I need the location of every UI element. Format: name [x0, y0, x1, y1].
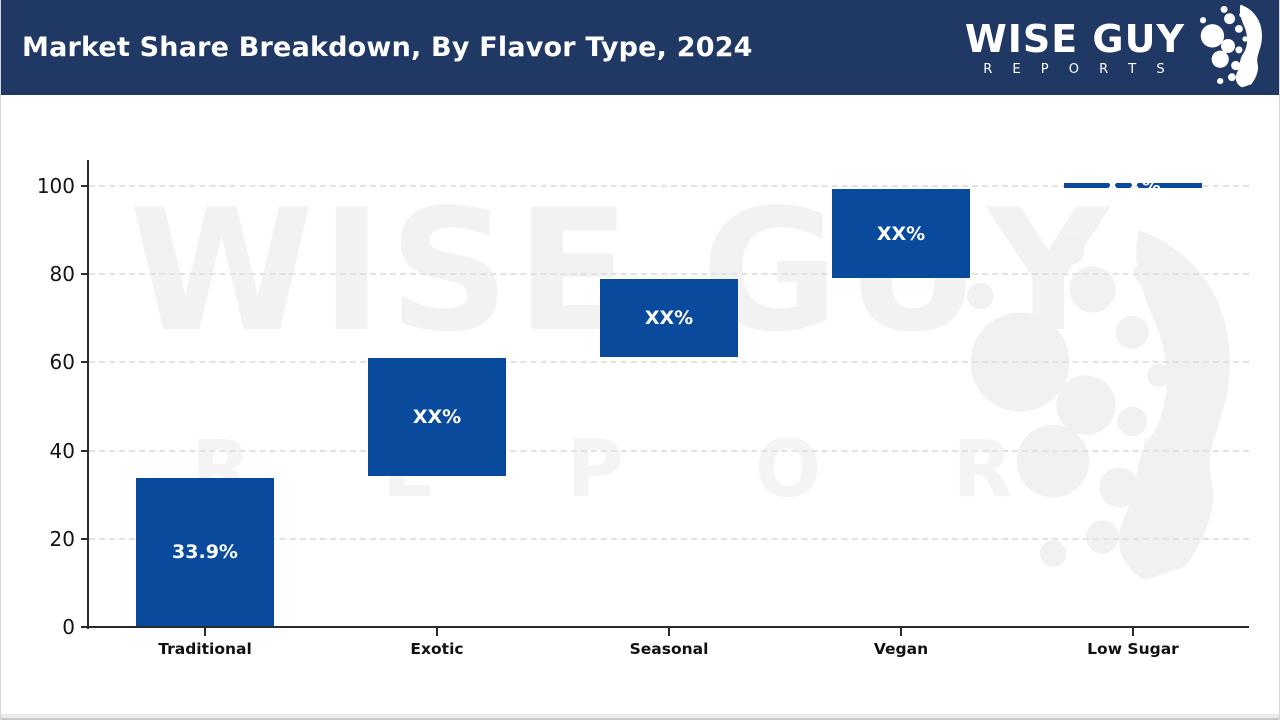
bar-value-label: XX%: [876, 222, 926, 245]
y-tick-mark: [81, 449, 89, 452]
x-tick-mark: [668, 628, 670, 636]
y-tick-mark: [81, 185, 89, 187]
x-category-label: Vegan: [873, 640, 929, 658]
dotted-head-icon: [1189, 3, 1267, 93]
y-tick-mark: [81, 537, 89, 540]
x-axis-line: [87, 626, 1249, 628]
header-bar: Market Share Breakdown, By Flavor Type, …: [1, 0, 1279, 95]
gridline: [89, 185, 1249, 187]
bar-exotic: XX%: [368, 357, 506, 477]
bar-value-label: XX%: [412, 405, 462, 428]
gridline: [89, 449, 1249, 452]
y-tick-label: 60: [49, 350, 75, 375]
y-tick-mark: [81, 361, 89, 364]
page-title: Market Share Breakdown, By Flavor Type, …: [22, 32, 753, 63]
y-tick-mark: [81, 626, 89, 628]
y-tick-label: 40: [49, 438, 75, 463]
x-category-label: Traditional: [158, 640, 252, 658]
bar-vegan: XX%: [832, 189, 970, 279]
x-tick-mark: [900, 628, 902, 636]
footer-strip: [1, 714, 1279, 720]
y-axis-line: [87, 160, 89, 629]
x-tick-mark: [204, 628, 206, 636]
gridline: [89, 361, 1249, 364]
y-tick-label: 80: [49, 262, 75, 287]
y-tick-label: 0: [62, 615, 75, 639]
x-tick-mark: [1132, 628, 1134, 636]
x-category-label: Exotic: [410, 640, 464, 658]
chart-area: 0 20 40 60 80 100 33.9% Traditional XX% Exotic XX%…: [1, 95, 1279, 715]
y-tick-label: 100: [36, 174, 75, 198]
bar-value-label: XX%: [644, 306, 694, 329]
brand-logo: WISE GUY R E P O R T S: [965, 3, 1279, 93]
bar-low-sugar: X.X%: [1064, 183, 1202, 189]
brand-subtitle: R E P O R T S: [983, 61, 1173, 77]
x-category-label: Low Sugar: [1087, 640, 1179, 658]
brand-name: WISE GUY: [964, 16, 1185, 61]
bar-value-label: X.X%: [1105, 183, 1161, 188]
bar-traditional: 33.9%: [136, 477, 274, 627]
y-tick-mark: [81, 273, 89, 276]
gridline: [89, 273, 1249, 276]
x-tick-mark: [436, 628, 438, 636]
y-tick-label: 20: [49, 526, 75, 551]
brand-logo-text: WISE GUY R E P O R T S: [965, 20, 1185, 76]
x-category-label: Seasonal: [629, 640, 709, 658]
gridline: [89, 537, 1249, 540]
bar-seasonal: XX%: [600, 279, 738, 357]
bar-value-label: 33.9%: [172, 541, 238, 564]
